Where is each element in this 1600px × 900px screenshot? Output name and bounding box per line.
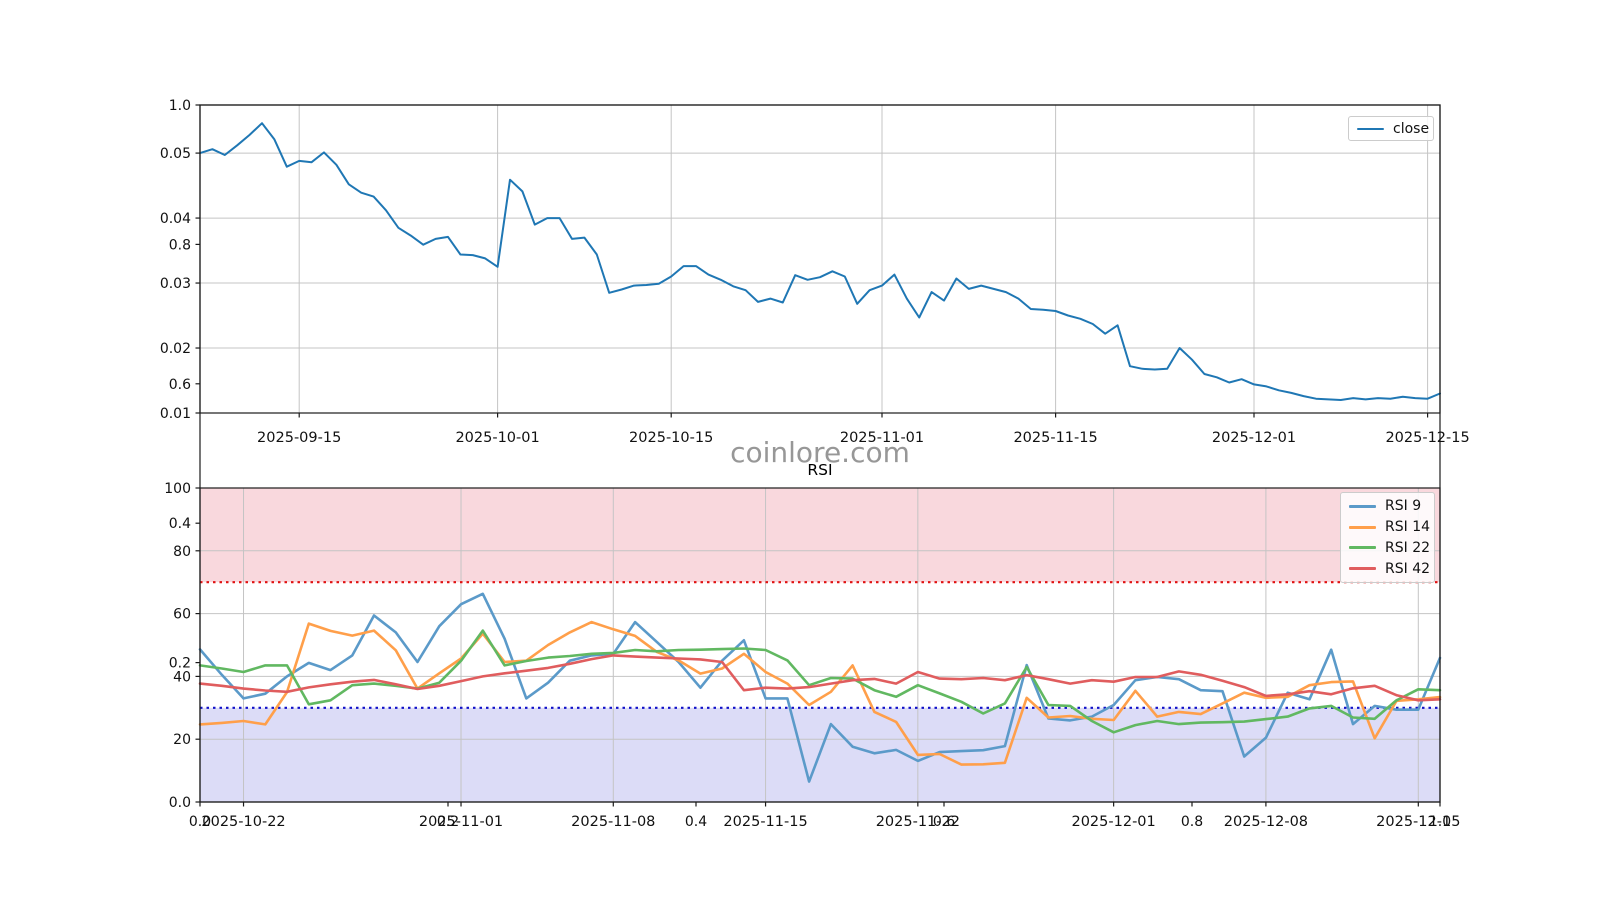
price-plot-border xyxy=(199,104,1441,414)
price-xtick-label: 2025-12-01 xyxy=(1212,430,1296,446)
hidden-xtick-label: 0.8 xyxy=(1181,814,1203,830)
price-xtick-label: 2025-09-15 xyxy=(257,430,341,446)
close-line xyxy=(199,122,1441,401)
hidden-xtick-label: 0.6 xyxy=(933,814,955,830)
rsi-plot-border xyxy=(199,487,1441,803)
legend-label-rsi42: RSI 42 xyxy=(1385,560,1431,577)
rsi-ytick-label: 20 xyxy=(173,732,191,748)
hidden-ytick-label: 0.4 xyxy=(169,516,191,532)
rsi-ytick-label: 80 xyxy=(173,544,191,560)
legend-label-close: close xyxy=(1393,120,1430,137)
rsi42-line-sample-icon xyxy=(1349,567,1376,571)
legend-label-rsi9: RSI 9 xyxy=(1385,498,1422,515)
hidden-xtick-label: 1.0 xyxy=(1429,814,1451,830)
rsi-ytick-label: 40 xyxy=(173,669,191,685)
rsi-xtick-label: 2025-11-08 xyxy=(571,814,655,830)
hidden-ytick-label: 0.6 xyxy=(169,377,191,393)
rsi-title: RSI xyxy=(807,461,832,479)
price-ytick-label: 0.05 xyxy=(160,146,191,162)
price-ytick-label: 0.04 xyxy=(160,211,191,227)
rsi-xtick-label: 2025-11-22 xyxy=(876,814,960,830)
hidden-xtick-label: 0.0 xyxy=(189,814,211,830)
hidden-xtick-label: 0.2 xyxy=(437,814,459,830)
rsi-xtick-label: 2025-10-22 xyxy=(201,814,285,830)
rsi-xtick-label: 2025-12-15 xyxy=(1376,814,1460,830)
rsi-xtick-label: 2025-11-01 xyxy=(419,814,503,830)
price-xtick-label: 2025-10-01 xyxy=(455,430,539,446)
hidden-ytick-label: 0.8 xyxy=(169,237,191,253)
rsi-ytick-label: 100 xyxy=(164,481,191,497)
rsi-xtick-label: 2025-12-01 xyxy=(1071,814,1155,830)
rsi22-line-sample-icon xyxy=(1349,546,1376,550)
rsi-ytick-label: 60 xyxy=(173,607,191,623)
rsi-xtick-label: 2025-11-15 xyxy=(723,814,807,830)
legend-item-rsi14: RSI 14 xyxy=(1349,517,1430,538)
overbought-band xyxy=(200,488,1440,583)
rsi14-line-sample-icon xyxy=(1349,525,1376,529)
rsi9-line-sample-icon xyxy=(1349,504,1376,508)
price-ytick-label: 0.02 xyxy=(160,341,191,357)
legend-item-rsi22: RSI 22 xyxy=(1349,538,1430,559)
price-xtick-label: 2025-11-15 xyxy=(1013,430,1097,446)
price-xtick-label: 2025-12-15 xyxy=(1385,430,1469,446)
legend-label-rsi14: RSI 14 xyxy=(1385,519,1431,536)
price-legend: close xyxy=(1348,116,1434,141)
price-xtick-label: 2025-11-01 xyxy=(840,430,924,446)
close-line-sample-icon xyxy=(1357,127,1384,130)
watermark: coinlore.com xyxy=(730,436,910,469)
hidden-ytick-label: 0.0 xyxy=(169,795,191,811)
price-xtick-label: 2025-10-15 xyxy=(629,430,713,446)
price-ytick-label: 0.03 xyxy=(160,276,191,292)
rsi42-line xyxy=(198,654,1442,702)
hidden-ytick-label: 0.2 xyxy=(169,656,191,672)
legend-item-rsi42: RSI 42 xyxy=(1349,558,1430,579)
hidden-xtick-label: 0.4 xyxy=(685,814,707,830)
legend-item-close: close xyxy=(1357,120,1429,137)
rsi-xtick-label: 2025-12-08 xyxy=(1224,814,1308,830)
legend-item-rsi9: RSI 9 xyxy=(1349,496,1426,517)
hidden-ytick-label: 1.0 xyxy=(169,98,191,114)
price-ytick-label: 0.01 xyxy=(160,406,191,422)
rsi14-line xyxy=(198,620,1442,766)
rsi9-line xyxy=(198,592,1442,783)
rsi-legend: RSI 9 RSI 14 RSI 22 RSI 42 xyxy=(1340,492,1435,583)
legend-label-rsi22: RSI 22 xyxy=(1385,539,1431,556)
